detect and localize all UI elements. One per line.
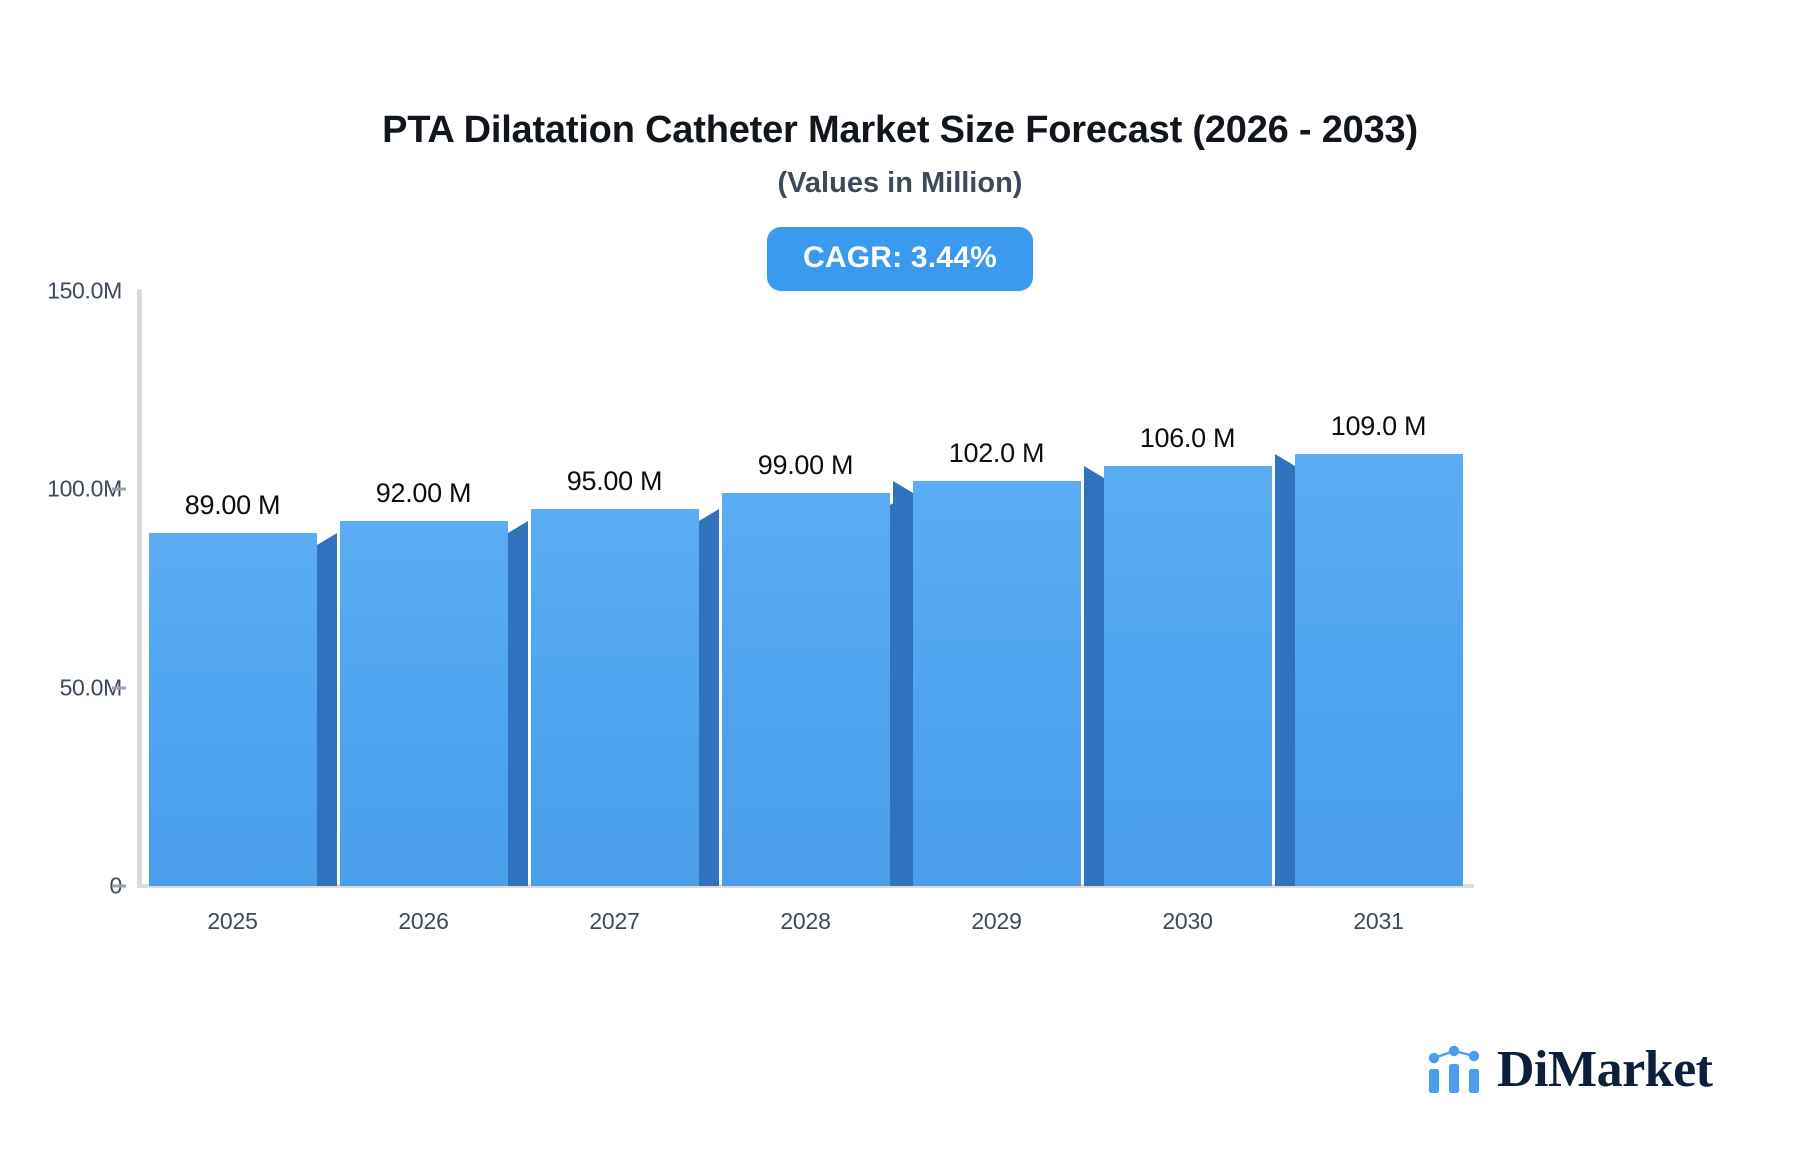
bar-2026[interactable]: 92.00 M [339,478,528,886]
bar-top-face [1274,453,1295,466]
bar-side-face [507,533,528,886]
page-title: PTA Dilatation Catheter Market Size Fore… [382,109,1418,151]
bar-value-label: 106.0 M [1139,422,1236,453]
bar-front-face [721,493,890,886]
x-axis-tick-label: 2028 [780,908,831,934]
bar-value-label: 92.00 M [375,478,472,509]
bar-side-face [892,493,913,886]
y-axis-tick-label: 150.0M [47,277,122,304]
bar-top-face [316,532,337,545]
logo-text: DiMarket [1497,1041,1713,1098]
y-axis-tick-mark [112,884,126,888]
bar-2028[interactable]: 99.00 M [721,450,910,886]
bar-front-face [339,521,508,886]
bar-value-label: 95.00 M [566,466,663,497]
brand-logo: DiMarket [1427,1041,1713,1098]
bar-top-face [892,481,913,494]
y-axis-tick-label: 0 [12,873,123,900]
x-axis-tick-label: 2029 [971,908,1022,934]
bar-top-face [507,521,528,534]
x-axis-tick-label: 2026 [398,908,449,934]
y-axis-tick-label: 50.0M [59,674,123,701]
y-axis-line [137,289,142,886]
chart-header: PTA Dilatation Catheter Market Size Fore… [0,0,1800,291]
bar-2025[interactable]: 89.00 M [148,490,337,886]
x-axis-line [137,884,1474,888]
bar-front-face [148,532,317,886]
y-axis-tick-label: 100.0M [47,475,122,502]
bar-chart-icon [1428,1045,1480,1093]
chart-subtitle: (Values in Million) [777,166,1023,199]
bar-front-face [1103,465,1272,886]
bar-top-face [1083,465,1104,478]
bar-side-face [1274,465,1295,886]
x-axis-tick-label: 2031 [1353,908,1404,934]
y-axis-tick-mark [112,487,126,491]
bar-side-face [1083,477,1104,886]
bar-value-label: 109.0 M [1330,410,1427,441]
bar-2027[interactable]: 95.00 M [530,466,719,886]
y-axis-tick-mark [112,686,126,690]
bar-value-label: 102.0 M [948,438,1045,469]
bar-value-label: 99.00 M [757,450,854,481]
bar-top-face [698,509,719,522]
x-axis-tick-label: 2030 [1162,908,1213,934]
bar-front-face [530,509,699,886]
cagr-badge: CAGR: 3.44% [767,226,1033,291]
bar-side-face [698,521,719,886]
x-axis-tick-label: 2027 [589,908,640,934]
bar-side-face [316,544,337,886]
bar-2029[interactable]: 102.0 M [892,438,1081,886]
bar-value-label: 89.00 M [184,489,281,520]
x-axis-tick-label: 2025 [207,908,258,934]
bar-front-face [912,481,1081,886]
bar-2031[interactable]: 109.0 M [1274,411,1463,886]
bar-2030[interactable]: 106.0 M [1083,423,1272,886]
bar-front-face [1294,453,1463,886]
